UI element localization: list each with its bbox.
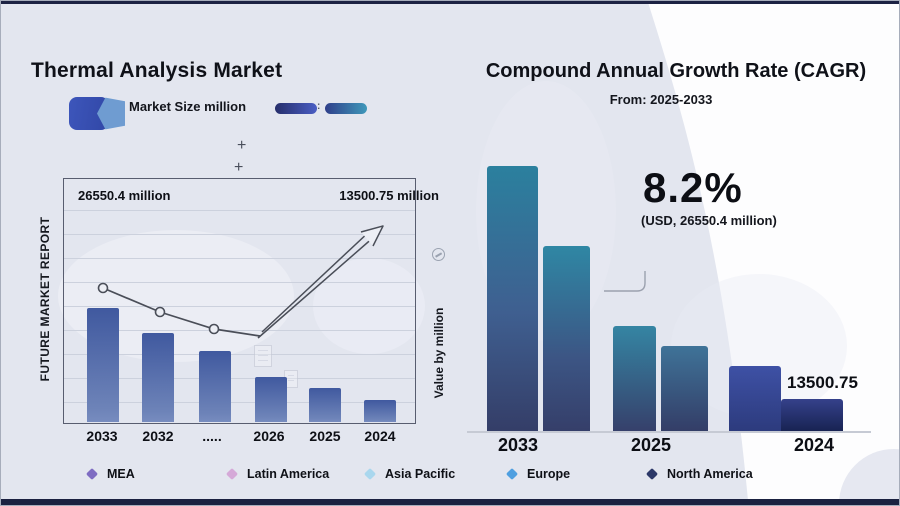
cagr-subtitle: From: 2025-2033 <box>609 92 713 107</box>
gridline <box>64 306 415 307</box>
legend-swatch-north-america <box>645 467 659 481</box>
legend-label-latin-america: Latin America <box>247 467 330 481</box>
cagr-bar-2025-b <box>661 346 708 433</box>
cagr-bar-2024-b <box>781 399 843 433</box>
cagr-label-2024: 2024 <box>793 435 835 455</box>
legend-item-north-america: North America <box>645 467 753 481</box>
x-label-2025: 2025 <box>309 428 341 444</box>
legend-item-latin-america: Latin America <box>225 467 330 481</box>
bar-2032 <box>142 333 174 422</box>
plus-decor-2: + <box>234 159 244 176</box>
cagr-bar-2024-a <box>729 366 781 433</box>
cagr-axis-line <box>467 431 871 433</box>
trend-line-arrow <box>97 225 384 339</box>
cagr-title: Compound Annual Growth Rate (CAGR) <box>485 60 867 82</box>
legend-swatch-asia-pacific <box>363 467 377 481</box>
gridline <box>64 330 415 331</box>
gridline <box>64 234 415 235</box>
bottom-border-bar <box>1 499 899 505</box>
bar-2025 <box>309 388 341 422</box>
x-label-2026: 2026 <box>253 428 285 444</box>
cagr-label-2025: 2025 <box>630 435 672 455</box>
cagr-bar-2033-a <box>487 166 538 433</box>
market-size-label: Market Size million <box>129 99 247 114</box>
legend-label-europe: Europe <box>527 467 571 481</box>
corner-sketch-icon <box>604 271 646 292</box>
circle-slash-icon <box>432 248 445 261</box>
bar-dots <box>199 351 231 422</box>
ratio-pill-right <box>325 103 367 114</box>
page-title: Thermal Analysis Market <box>31 59 283 82</box>
gridline <box>64 354 415 355</box>
value-callout: 13500.75 <box>787 373 858 392</box>
top-border-bar <box>1 1 899 4</box>
cagr-label-2033: 2033 <box>497 435 539 455</box>
gridline <box>64 258 415 259</box>
legend-swatch-europe <box>505 467 519 481</box>
ratio-separator: : <box>317 101 321 112</box>
cagr-value: 8.2% <box>643 164 743 211</box>
bar-2026 <box>255 377 287 422</box>
market-size-chart: 26550.4 million 13500.75 million <box>63 178 439 424</box>
x-label-2033: 2033 <box>86 428 118 444</box>
x-label-dots: ..... <box>202 428 222 444</box>
cagr-bar-2025-a <box>613 326 656 433</box>
document-watermark <box>254 345 272 367</box>
legend-item-europe: Europe <box>505 467 571 481</box>
bar-2024 <box>364 400 396 422</box>
legend-swatch-mea <box>85 467 99 481</box>
gridline <box>64 402 415 403</box>
gridline <box>64 210 415 211</box>
gridline <box>64 282 415 283</box>
cagr-note: (USD, 26550.4 million) <box>641 213 777 228</box>
legend-label-asia-pacific: Asia Pacific <box>385 467 456 481</box>
cagr-bar-2033-b <box>543 246 590 433</box>
min-value-label: 13500.75 million <box>339 188 439 203</box>
legend-label-north-america: North America <box>667 467 753 481</box>
ratio-pill-left <box>275 103 317 114</box>
legend-item-asia-pacific: Asia Pacific <box>363 467 456 481</box>
legend-label-mea: MEA <box>107 467 135 481</box>
x-label-2024: 2024 <box>364 428 396 444</box>
bar-2033 <box>87 308 119 422</box>
legend-item-mea: MEA <box>85 467 135 481</box>
value-axis-label: Value by million <box>432 307 446 399</box>
plus-decor-1: + <box>237 137 247 154</box>
brand-vertical-label: FUTURE MARKET REPORT <box>38 216 52 382</box>
market-size-cylinder-icon <box>69 97 125 130</box>
legend-swatch-latin-america <box>225 467 239 481</box>
x-label-2032: 2032 <box>142 428 174 444</box>
max-value-label: 26550.4 million <box>78 188 171 203</box>
gridline <box>64 378 415 379</box>
